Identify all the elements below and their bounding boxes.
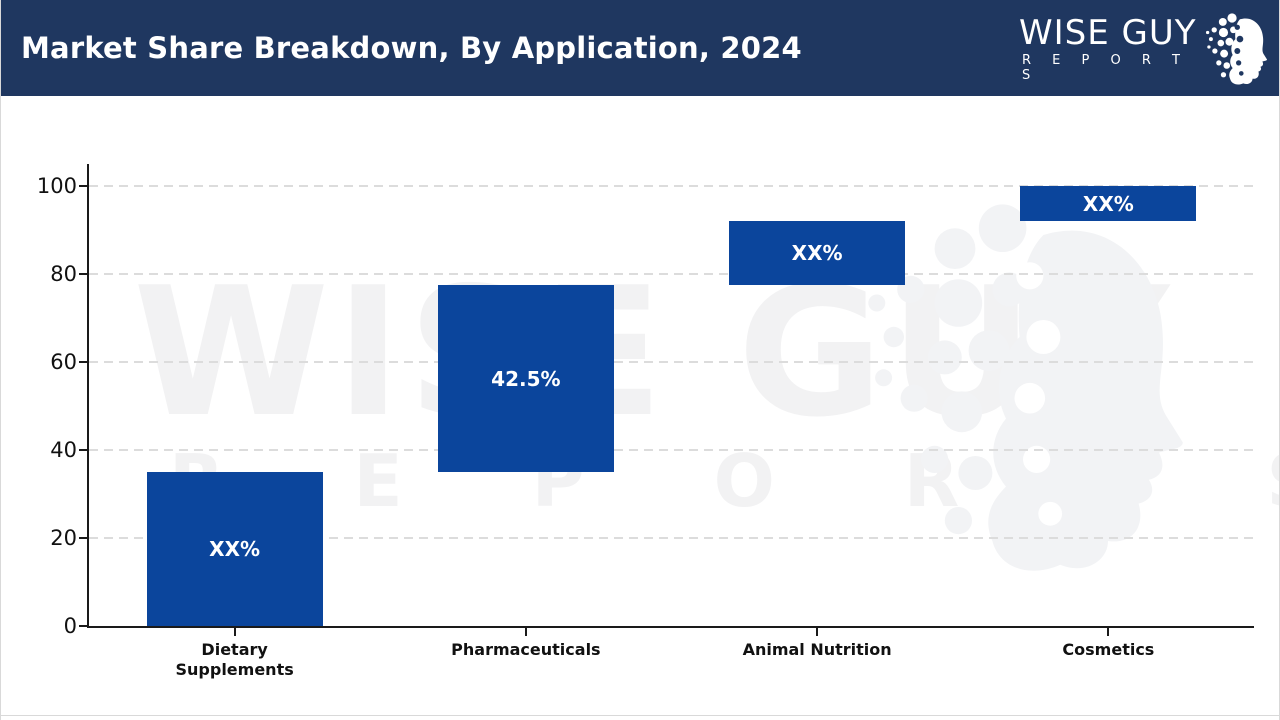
bar-value-label-animal-nutrition: XX% [791, 241, 843, 266]
y-tick-label-100: 100 [36, 174, 77, 198]
header-band: Market Share Breakdown, By Application, … [1, 0, 1279, 96]
bar-value-label-dietary-supplements: XX% [209, 537, 261, 561]
gridline-20 [89, 537, 1254, 539]
x-tick-label-cosmetics: Cosmetics [1062, 640, 1155, 659]
y-tick-100 [79, 185, 87, 187]
y-tick-20 [79, 537, 87, 539]
bar-value-label-cosmetics: XX% [1082, 191, 1134, 216]
x-tick-label-animal-nutrition: Animal Nutrition [742, 640, 892, 659]
bar-value-label-pharmaceuticals: 42.5% [491, 366, 561, 391]
gridline-40 [89, 449, 1254, 451]
logo-wordmark: WISE GUY [1019, 13, 1197, 53]
gridline-100 [89, 185, 1254, 187]
x-tick-cosmetics [1107, 628, 1110, 636]
gridline-80 [89, 273, 1254, 275]
y-tick-label-80: 80 [50, 262, 77, 286]
bar-cosmetics: XX% [1020, 186, 1197, 222]
x-axis-line [87, 626, 1254, 628]
x-tick-pharmaceuticals [524, 628, 527, 636]
y-tick-label-60: 60 [50, 350, 77, 374]
y-tick-40 [79, 449, 87, 451]
bar-pharmaceuticals: 42.5% [437, 285, 614, 472]
y-tick-60 [79, 361, 87, 363]
logo-subtitle: R E P O R T S [1022, 53, 1189, 83]
bar-animal-nutrition: XX% [729, 221, 906, 285]
y-axis-line [87, 164, 89, 628]
y-tick-80 [79, 273, 87, 275]
wise-guy-reports-logo: WISE GUY R E P O R T S [1019, 8, 1269, 90]
x-tick-dietary-supplements [233, 628, 236, 636]
y-tick-label-0: 0 [63, 614, 77, 638]
y-tick-label-20: 20 [50, 526, 77, 550]
logo-text: WISE GUY R E P O R T S [1019, 15, 1201, 83]
dotted-head-profile-icon [1205, 13, 1268, 85]
bar-dietary-supplements: XX% [146, 472, 323, 626]
page-title: Market Share Breakdown, By Application, … [21, 31, 802, 65]
x-tick-label-dietary-supplements: Dietary Supplements [175, 640, 294, 679]
x-tick-animal-nutrition [816, 628, 819, 636]
bottom-divider [1, 715, 1279, 716]
gridline-60 [89, 361, 1254, 363]
x-tick-label-pharmaceuticals: Pharmaceuticals [451, 640, 601, 659]
y-tick-label-40: 40 [50, 438, 77, 462]
y-tick-0 [79, 625, 87, 627]
